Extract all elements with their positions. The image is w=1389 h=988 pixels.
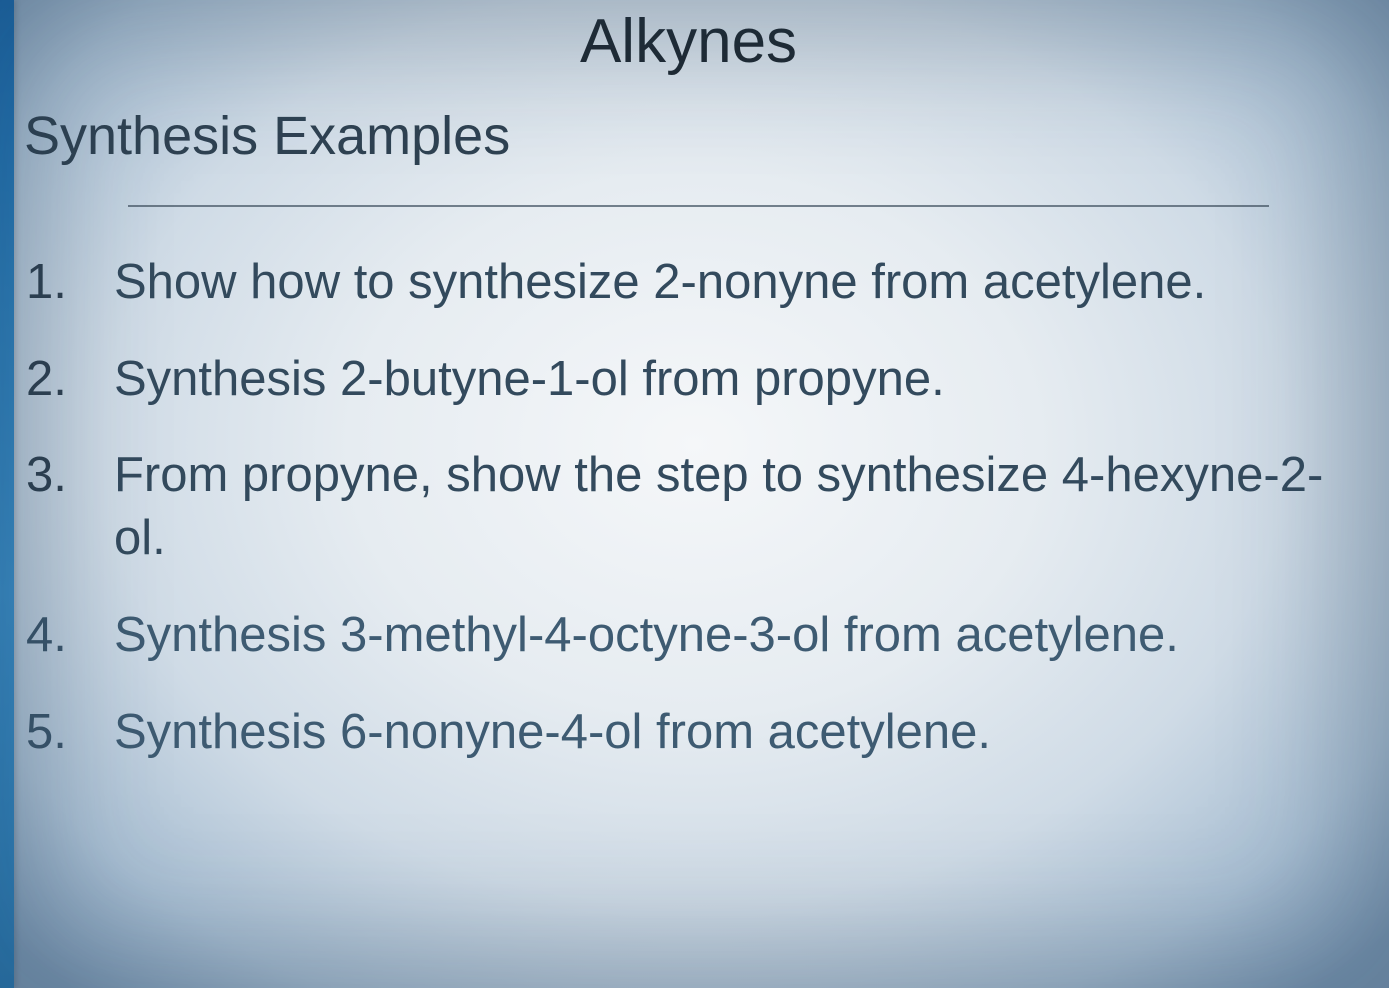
slide: Alkynes Synthesis Examples Show how to s… <box>0 0 1389 988</box>
list-item: Synthesis 2-butyne-1-ol from propyne. <box>26 348 1339 411</box>
list-item: Synthesis 6-nonyne-4-ol from acetylene. <box>26 701 1339 764</box>
slide-title: Alkynes <box>18 0 1359 77</box>
slide-subtitle: Synthesis Examples <box>24 105 1359 167</box>
list-item: Show how to synthesize 2-nonyne from ace… <box>26 251 1339 314</box>
list-item: Synthesis 3-methyl-4-octyne-3-ol from ac… <box>26 604 1339 667</box>
divider-rule <box>128 205 1269 207</box>
question-list: Show how to synthesize 2-nonyne from ace… <box>18 251 1339 763</box>
list-item: From propyne, show the step to synthesiz… <box>26 444 1339 569</box>
